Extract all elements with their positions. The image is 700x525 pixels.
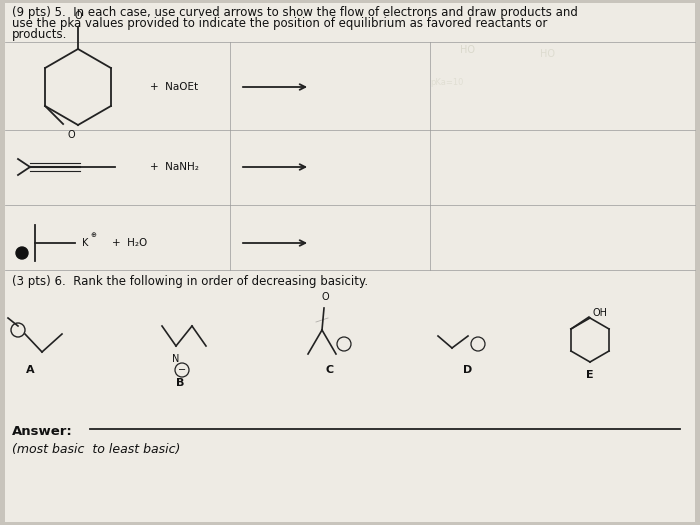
Text: (3 pts) 6.  Rank the following in order of decreasing basicity.: (3 pts) 6. Rank the following in order o… (12, 275, 368, 288)
Text: products.: products. (12, 28, 67, 41)
Text: E: E (586, 370, 594, 380)
Text: O: O (74, 11, 82, 21)
Text: +  H₂O: + H₂O (112, 238, 147, 248)
Text: +  NaNH₂: + NaNH₂ (150, 162, 199, 172)
Text: N: N (172, 354, 180, 364)
Circle shape (16, 247, 28, 259)
Text: A: A (26, 365, 34, 375)
Text: O: O (321, 292, 329, 302)
Text: C: C (326, 365, 334, 375)
Text: Answer:: Answer: (12, 425, 73, 438)
Text: pKa=10: pKa=10 (430, 78, 463, 87)
Text: (most basic  to least basic): (most basic to least basic) (12, 443, 181, 456)
Text: B: B (176, 378, 184, 388)
Text: (9 pts) 5.  In each case, use curved arrows to show the flow of electrons and dr: (9 pts) 5. In each case, use curved arro… (12, 6, 578, 19)
Text: HO: HO (460, 45, 475, 55)
Text: ⊕: ⊕ (90, 232, 96, 238)
Text: −: − (178, 365, 186, 375)
Text: O: O (67, 130, 75, 140)
Text: HO: HO (540, 49, 555, 59)
Text: OH: OH (593, 308, 608, 318)
Text: D: D (463, 365, 473, 375)
Text: K: K (82, 238, 88, 248)
Text: use the pka values provided to indicate the position of equilibrium as favored r: use the pka values provided to indicate … (12, 17, 547, 30)
Text: +  NaOEt: + NaOEt (150, 82, 198, 92)
